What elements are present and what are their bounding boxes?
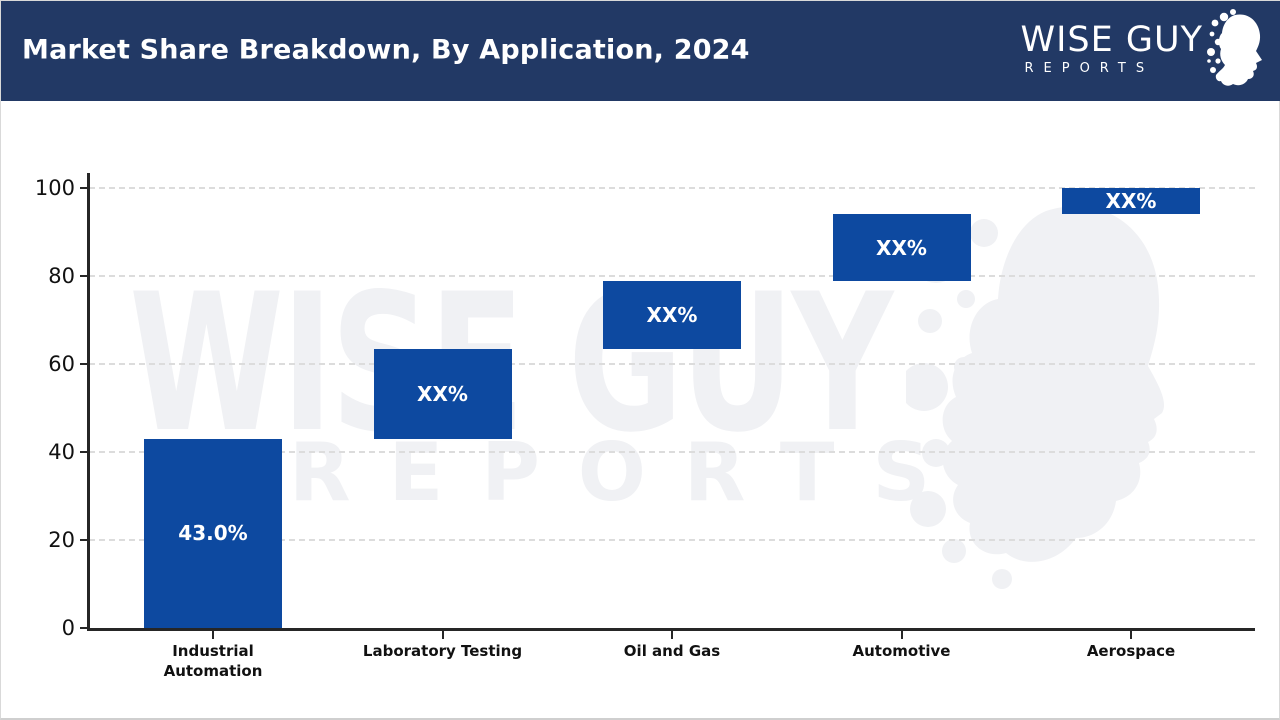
y-gridline <box>89 187 1255 189</box>
x-tick-label: Industrial Automation <box>163 642 263 681</box>
y-tick-label: 100 <box>34 176 75 200</box>
x-tick-mark <box>1130 631 1132 639</box>
header: Market Share Breakdown, By Application, … <box>1 1 1280 101</box>
logo-wordmark: WISE GUY REPORTS <box>1020 22 1203 76</box>
bar-value-label: XX% <box>646 302 698 327</box>
y-tick-label: 0 <box>61 616 75 640</box>
x-tick-label: Automotive <box>852 642 951 660</box>
x-tick-mark <box>900 631 903 639</box>
y-gridline <box>89 451 1255 453</box>
y-tick-mark <box>80 451 89 453</box>
y-tick-mark <box>80 539 89 541</box>
x-axis-spine <box>87 628 1255 631</box>
x-tick-mark <box>671 631 673 639</box>
x-tick-mark <box>441 631 444 639</box>
bar-segment: XX% <box>603 281 741 349</box>
x-tick-label: Laboratory Testing <box>362 642 523 660</box>
y-gridline <box>89 275 1255 277</box>
watermark-text-line2: REPORTS <box>289 426 969 519</box>
y-gridline <box>89 539 1255 541</box>
bar-segment: XX% <box>1062 188 1200 215</box>
bar-segment: XX% <box>832 214 971 282</box>
y-tick-mark <box>80 363 89 365</box>
y-tick-mark <box>80 275 89 277</box>
logo-face-icon <box>1207 9 1262 86</box>
bar-value-label: XX% <box>1105 189 1157 214</box>
bar-value-label: 43.0% <box>178 521 248 546</box>
y-tick-mark <box>80 187 89 189</box>
x-tick-label: Aerospace <box>1086 642 1176 660</box>
bar-segment: XX% <box>373 348 512 439</box>
y-gridline <box>89 363 1255 365</box>
watermark-face-icon <box>906 206 1165 589</box>
y-tick-label: 80 <box>48 264 75 288</box>
bar-value-label: XX% <box>417 381 468 406</box>
y-tick-label: 60 <box>48 352 75 376</box>
y-tick-label: 40 <box>48 440 75 464</box>
x-tick-label: Oil and Gas <box>623 642 721 660</box>
page-title: Market Share Breakdown, By Application, … <box>22 34 750 66</box>
y-axis-spine <box>87 173 90 630</box>
bar-value-label: XX% <box>876 235 927 260</box>
y-tick-label: 20 <box>48 528 75 552</box>
logo-text-line2: REPORTS <box>1024 60 1155 76</box>
x-tick-mark <box>212 631 214 639</box>
bar-segment: 43.0% <box>144 438 282 628</box>
logo-text-line1: WISE GUY <box>1020 20 1203 61</box>
brand-logo: WISE GUY REPORTS <box>1020 9 1267 89</box>
y-tick-mark <box>80 627 89 629</box>
